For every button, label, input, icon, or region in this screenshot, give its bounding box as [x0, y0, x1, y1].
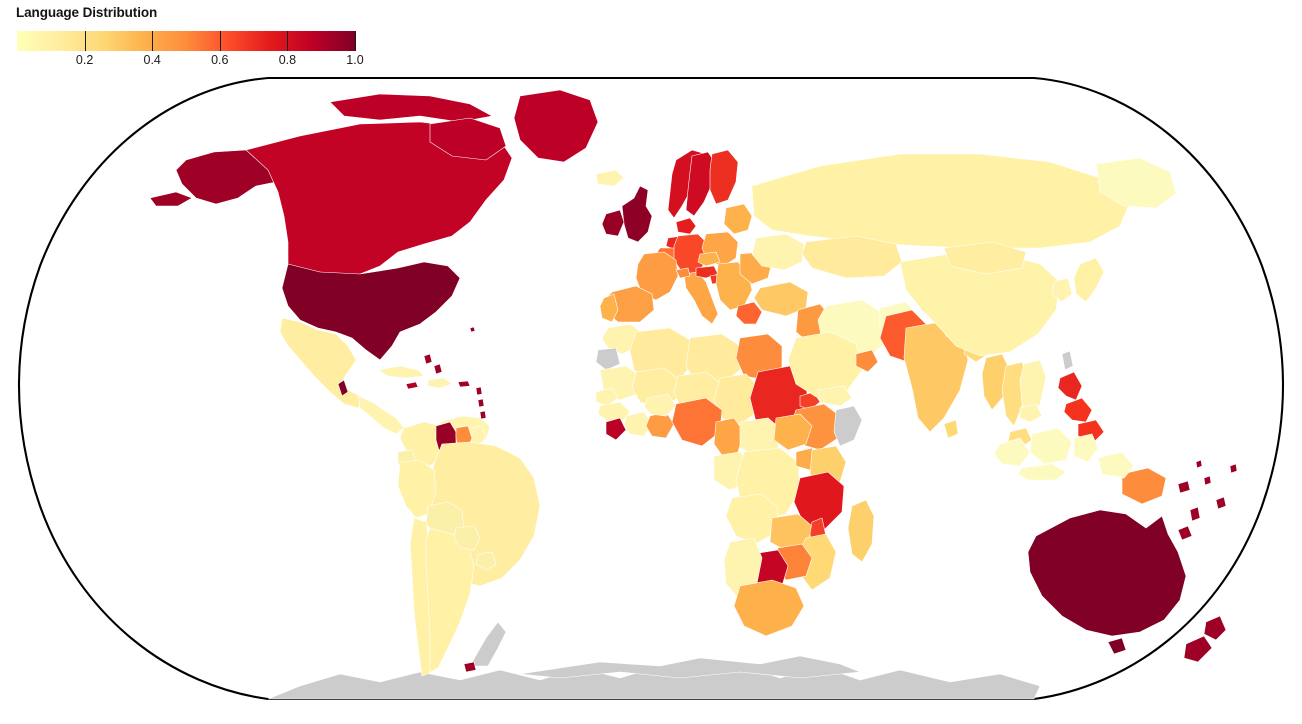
region-ivory-coast[interactable]: [624, 412, 652, 436]
region-jamaica[interactable]: [406, 382, 418, 389]
region-vanuatu[interactable]: [1190, 507, 1200, 521]
region-turkey[interactable]: [754, 282, 808, 316]
region-burkina-faso[interactable]: [644, 394, 676, 416]
region-switzerland[interactable]: [676, 268, 690, 278]
region-uruguay[interactable]: [476, 552, 496, 570]
region-united-states[interactable]: [282, 262, 460, 360]
region-argentina[interactable]: [426, 528, 474, 672]
region-madagascar[interactable]: [848, 500, 874, 562]
colorbar-label-0.8: 0.8: [278, 53, 297, 67]
region-sri-lanka[interactable]: [944, 420, 958, 438]
region-central-america[interactable]: [358, 396, 404, 434]
region-canada-arctic-islands[interactable]: [330, 94, 492, 122]
region-united-kingdom[interactable]: [622, 186, 652, 242]
region-nigeria[interactable]: [672, 398, 722, 446]
region-bahamas[interactable]: [424, 354, 442, 374]
region-new-caledonia[interactable]: [1178, 526, 1192, 540]
region-fiji[interactable]: [1216, 497, 1226, 509]
region-baltic-states[interactable]: [724, 204, 752, 234]
region-chad[interactable]: [714, 374, 760, 424]
region-indonesia-borneo[interactable]: [1030, 428, 1072, 464]
region-ghana[interactable]: [646, 412, 674, 438]
region-ukraine[interactable]: [752, 234, 804, 270]
region-finland[interactable]: [710, 150, 738, 204]
legend: Language Distribution 0.2 0.4 0.6 0.8 1.0: [0, 0, 400, 82]
map-svg[interactable]: [0, 66, 1302, 724]
region-czechia[interactable]: [698, 252, 720, 266]
region-mongolia[interactable]: [944, 242, 1026, 274]
region-french-guiana[interactable]: [472, 426, 486, 446]
region-japan[interactable]: [1074, 258, 1104, 302]
region-portugal[interactable]: [600, 294, 618, 322]
region-antarctic-peninsula[interactable]: [469, 621, 507, 667]
region-uae-oman[interactable]: [856, 350, 878, 372]
region-angola[interactable]: [726, 494, 778, 544]
colorbar-label-0.2: 0.2: [75, 53, 94, 67]
region-solomon-islands[interactable]: [1178, 481, 1190, 493]
region-aleutians[interactable]: [150, 192, 192, 206]
colorbar-label-0.4: 0.4: [143, 53, 161, 67]
colorbar-tick-0.6: [219, 31, 221, 51]
region-kazakhstan[interactable]: [802, 236, 902, 278]
region-western-sahara[interactable]: [595, 347, 621, 371]
region-new-zealand-north[interactable]: [1204, 616, 1226, 640]
region-belize[interactable]: [338, 380, 348, 396]
region-pacific-islets[interactable]: [1196, 460, 1237, 485]
region-tasmania[interactable]: [1108, 638, 1126, 654]
region-australia[interactable]: [1028, 510, 1186, 636]
region-russia[interactable]: [752, 154, 1130, 248]
region-korea[interactable]: [1052, 278, 1072, 302]
colorbar-tick-1.0: [355, 31, 356, 51]
region-tanzania[interactable]: [794, 472, 844, 530]
colorbar-gradient: [17, 31, 355, 51]
region-papua-west[interactable]: [1098, 452, 1134, 478]
region-iceland[interactable]: [596, 170, 624, 186]
region-south-africa[interactable]: [734, 580, 804, 636]
region-taiwan[interactable]: [1061, 350, 1074, 371]
region-cameroon[interactable]: [714, 418, 744, 458]
colorbar-tick-0.8: [287, 31, 289, 51]
region-paraguay[interactable]: [454, 526, 480, 550]
world-map[interactable]: [0, 66, 1302, 724]
colorbar-tick-0.4: [152, 31, 154, 51]
colorbar-label-1.0: 1.0: [346, 53, 364, 67]
region-somalia[interactable]: [833, 405, 863, 447]
region-liberia[interactable]: [606, 418, 626, 440]
region-hispaniola[interactable]: [428, 378, 452, 388]
region-south-sudan[interactable]: [774, 414, 812, 450]
region-bermuda[interactable]: [470, 327, 475, 332]
region-antarctica-ice-shelf[interactable]: [519, 655, 861, 679]
region-senegal[interactable]: [596, 388, 618, 406]
region-france[interactable]: [636, 252, 678, 300]
region-papua-new-guinea[interactable]: [1122, 468, 1166, 504]
region-mexico[interactable]: [280, 318, 364, 408]
region-falklands[interactable]: [464, 662, 476, 672]
region-philippines[interactable]: [1058, 372, 1082, 400]
region-denmark[interactable]: [676, 218, 696, 234]
region-indonesia-sumatra[interactable]: [994, 438, 1030, 466]
region-puerto-rico[interactable]: [458, 381, 470, 387]
region-cuba[interactable]: [378, 366, 424, 378]
legend-title: Language Distribution: [16, 5, 158, 20]
region-new-zealand-south[interactable]: [1184, 636, 1212, 662]
region-philippines-south[interactable]: [1064, 398, 1092, 422]
region-yemen[interactable]: [818, 386, 852, 406]
colorbar: [17, 31, 356, 51]
region-indonesia-sulawesi[interactable]: [1074, 434, 1098, 462]
colorbar-label-0.6: 0.6: [211, 53, 229, 67]
region-greenland[interactable]: [514, 90, 598, 162]
region-cambodia[interactable]: [1020, 404, 1042, 422]
region-russia-east[interactable]: [1096, 158, 1176, 208]
region-ireland[interactable]: [602, 210, 624, 236]
colorbar-tick-0.2: [84, 31, 86, 51]
region-indonesia-java[interactable]: [1018, 464, 1066, 480]
region-baffin[interactable]: [430, 118, 506, 160]
region-greece[interactable]: [736, 302, 762, 324]
land-layer: [150, 90, 1237, 700]
